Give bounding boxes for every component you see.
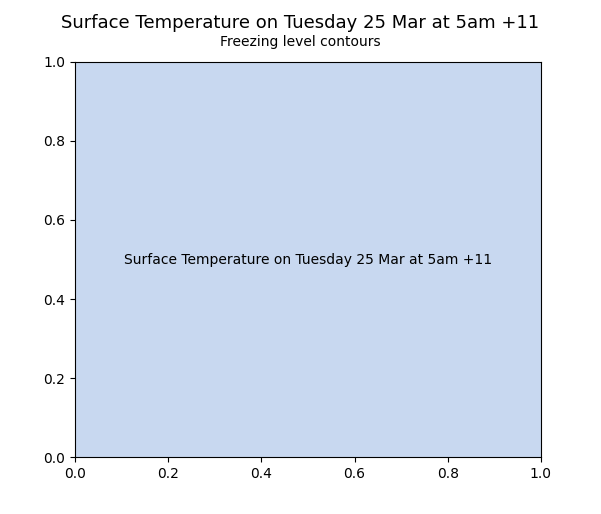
Text: Freezing level contours: Freezing level contours [220, 35, 381, 49]
Text: Surface Temperature on Tuesday 25 Mar at 5am +11: Surface Temperature on Tuesday 25 Mar at… [124, 252, 492, 267]
Text: Surface Temperature on Tuesday 25 Mar at 5am +11: Surface Temperature on Tuesday 25 Mar at… [61, 14, 540, 32]
